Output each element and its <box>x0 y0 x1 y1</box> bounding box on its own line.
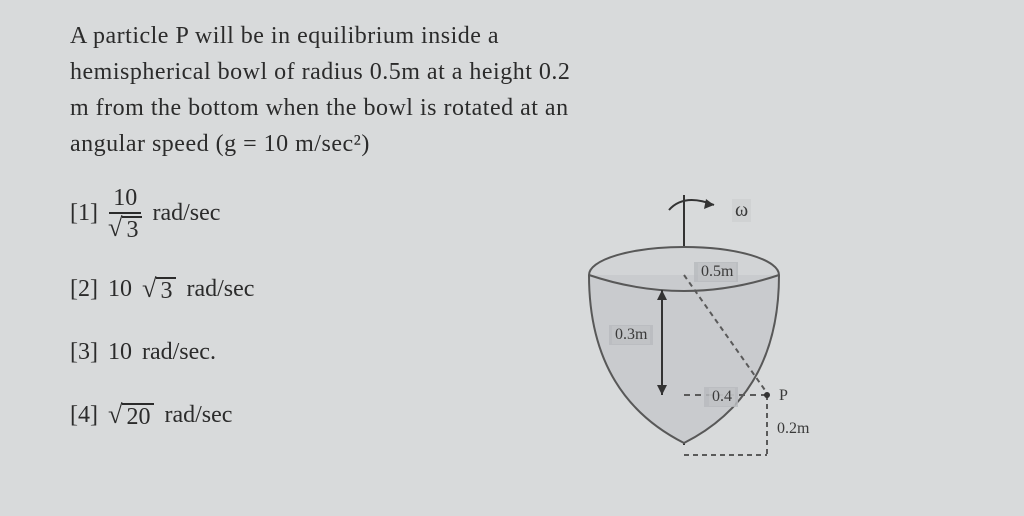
option-4-label: [4] <box>70 400 98 431</box>
option-1: [1] 10 √3 rad/sec <box>70 186 984 242</box>
option-2-label: [2] <box>70 274 98 305</box>
q-line2: hemispherical bowl of radius 0.5m at a h… <box>70 59 570 85</box>
option-3-label: [3] <box>70 337 98 368</box>
options-list: [1] 10 √3 rad/sec [2] 10 √3 rad/sec [3] … <box>70 186 984 432</box>
option-2-coef: 10 <box>108 274 132 305</box>
option-1-label: [1] <box>70 198 98 229</box>
option-1-unit: rad/sec <box>152 198 220 229</box>
option-2-sqrt-val: 3 <box>156 277 176 303</box>
height-outside-label: 0.2m <box>774 420 812 438</box>
q-line4: angular speed (g = 10 m/sec²) <box>70 131 370 157</box>
point-p-label: P <box>776 387 791 405</box>
bowl-figure: ω 0.5m 0.3m 0.4 P 0.2m <box>554 195 814 495</box>
radius-label: 0.5m <box>698 263 736 281</box>
option-4-sqrt: √20 <box>108 403 154 429</box>
option-1-fraction: 10 √3 <box>108 186 142 242</box>
q-line1: A particle P will be in equilibrium insi… <box>70 23 499 49</box>
bowl-svg <box>554 195 814 495</box>
option-1-numer: 10 <box>109 186 141 214</box>
option-4-unit: rad/sec <box>164 400 232 431</box>
option-1-denom-val: 3 <box>122 216 142 242</box>
option-3: [3] 10 rad/sec. <box>70 337 984 368</box>
height-inside-label: 0.3m <box>612 326 650 344</box>
option-3-value: 10 <box>108 337 132 368</box>
question-stem: A particle P will be in equilibrium insi… <box>70 18 710 162</box>
option-2-sqrt: √3 <box>142 277 176 303</box>
q-line3: m from the bottom when the bowl is rotat… <box>70 95 569 121</box>
option-4: [4] √20 rad/sec <box>70 400 984 431</box>
option-2: [2] 10 √3 rad/sec <box>70 274 984 305</box>
omega-label: ω <box>732 199 751 222</box>
base-half-label: 0.4 <box>709 388 735 406</box>
option-2-unit: rad/sec <box>186 274 254 305</box>
option-3-unit: rad/sec. <box>142 337 216 368</box>
option-1-denom: √3 <box>108 214 142 242</box>
option-4-sqrt-val: 20 <box>122 403 154 429</box>
